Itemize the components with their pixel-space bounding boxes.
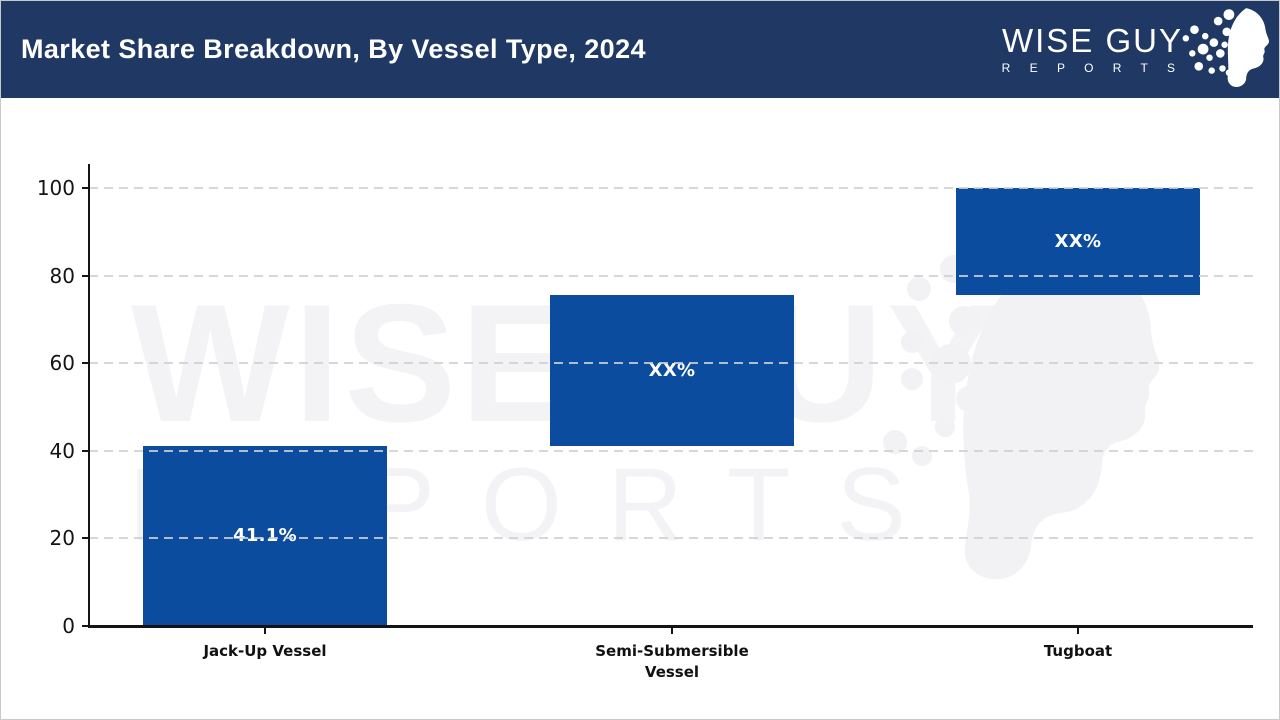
grid-line — [89, 187, 1253, 189]
brand-logo: WISE GUY R E P O R T S — [1002, 6, 1269, 94]
bar-value-label: 41.1% — [233, 525, 297, 547]
bar-value-label: XX% — [1054, 231, 1102, 253]
brand-reports-label: R E P O R T S — [1001, 61, 1183, 75]
grid-line — [89, 274, 1253, 277]
y-tick-mark — [82, 625, 89, 627]
bar-value-label: XX% — [648, 360, 696, 382]
y-tick-label: 0 — [62, 614, 75, 638]
y-tick-label: 100 — [36, 176, 75, 200]
x-tick-mark — [671, 626, 673, 634]
grid-line — [89, 449, 1253, 452]
grid-line — [89, 537, 1253, 540]
x-category-label: Semi-Submersible Vessel — [595, 642, 749, 681]
y-tick-mark — [82, 362, 89, 365]
x-axis — [88, 625, 1253, 628]
page-title: Market Share Breakdown, By Vessel Type, … — [21, 34, 646, 64]
brand-name-label: WISE GUY — [1001, 22, 1183, 59]
bar: XX% — [956, 188, 1200, 296]
y-tick-label: 40 — [49, 438, 75, 463]
y-tick-mark — [82, 274, 89, 277]
bar: 41.1% — [143, 445, 387, 626]
bar: XX% — [550, 295, 794, 446]
y-tick-mark — [82, 187, 89, 189]
brand-face-icon — [1177, 6, 1269, 94]
y-tick-mark — [82, 537, 89, 540]
brand-logo-text: WISE GUY R E P O R T S — [1002, 24, 1183, 75]
x-tick-mark — [1077, 626, 1079, 634]
x-category-label: Tugboat — [1043, 642, 1113, 660]
y-tick-label: 80 — [49, 263, 75, 288]
header: Market Share Breakdown, By Vessel Type, … — [1, 1, 1279, 98]
y-axis — [88, 164, 90, 628]
x-category-label: Jack-Up Vessel — [203, 642, 327, 660]
x-tick-mark — [264, 626, 266, 634]
y-tick-label: 20 — [49, 526, 75, 551]
y-tick-mark — [82, 449, 89, 452]
grid-line — [89, 362, 1253, 365]
y-tick-label: 60 — [49, 351, 75, 376]
